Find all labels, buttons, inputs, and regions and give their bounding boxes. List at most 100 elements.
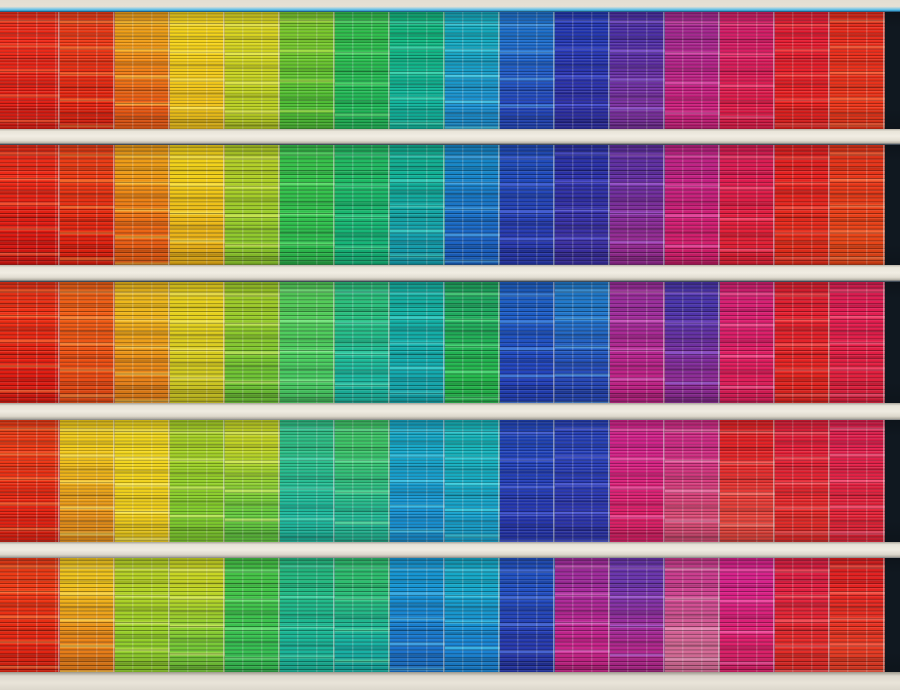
panel-3-07[interactable] [335,282,390,403]
panel-4-15[interactable] [775,420,830,542]
panel-4-11[interactable] [555,420,610,542]
panel-3-06[interactable] [280,282,335,403]
panel-3-03[interactable] [115,282,170,403]
panel-1-12[interactable] [610,12,665,129]
venetian-slat-texture [280,282,335,403]
panel-3-08[interactable] [390,282,445,403]
panel-5-11[interactable] [555,558,610,672]
panel-3-02[interactable] [60,282,115,403]
panel-3-04[interactable] [170,282,225,403]
panel-1-09[interactable] [445,12,500,129]
glass-mullion-lines [335,282,390,403]
panel-1-04[interactable] [170,12,225,129]
panel-1-08[interactable] [390,12,445,129]
panel-1-15[interactable] [775,12,830,129]
panel-2-01[interactable] [0,145,60,265]
panel-3-11[interactable] [555,282,610,403]
panel-3-09[interactable] [445,282,500,403]
panel-3-10[interactable] [500,282,555,403]
panel-5-02[interactable] [60,558,115,672]
panel-1-05[interactable] [225,12,280,129]
panel-2-03[interactable] [115,145,170,265]
panel-3-14[interactable] [720,282,775,403]
panel-1-14[interactable] [720,12,775,129]
panel-2-09[interactable] [445,145,500,265]
reflection-streaks [500,12,555,129]
panel-1-07[interactable] [335,12,390,129]
panel-2-14[interactable] [720,145,775,265]
panel-1-03[interactable] [115,12,170,129]
venetian-slat-texture [225,12,280,129]
band-5 [0,558,900,672]
panel-2-15[interactable] [775,145,830,265]
panel-frame-edge [663,558,665,672]
panel-2-11[interactable] [555,145,610,265]
glass-mullion-lines [775,420,830,542]
panel-2-13[interactable] [665,145,720,265]
panel-2-05[interactable] [225,145,280,265]
panel-5-01[interactable] [0,558,60,672]
panel-1-06[interactable] [280,12,335,129]
panel-5-06[interactable] [280,558,335,672]
panel-4-12[interactable] [610,420,665,542]
panel-3-12[interactable] [610,282,665,403]
panel-frame-edge [718,420,720,542]
panel-5-14[interactable] [720,558,775,672]
panel-1-01[interactable] [0,12,60,129]
panel-3-15[interactable] [775,282,830,403]
panel-2-02[interactable] [60,145,115,265]
panel-1-02[interactable] [60,12,115,129]
reflection-streaks [170,282,225,403]
panel-4-05[interactable] [225,420,280,542]
panel-5-07[interactable] [335,558,390,672]
panel-5-09[interactable] [445,558,500,672]
panel-2-04[interactable] [170,145,225,265]
panel-1-10[interactable] [500,12,555,129]
panel-5-08[interactable] [390,558,445,672]
panel-4-10[interactable] [500,420,555,542]
panel-frame-edge [58,282,60,403]
panel-1-13[interactable] [665,12,720,129]
glass-mullion-lines [830,420,885,542]
panel-2-12[interactable] [610,145,665,265]
reflection-streaks [445,558,500,672]
panel-3-16[interactable] [830,282,885,403]
glass-mullion-lines [665,420,720,542]
panel-4-03[interactable] [115,420,170,542]
panel-4-07[interactable] [335,420,390,542]
panel-4-02[interactable] [60,420,115,542]
slab-4 [0,542,900,558]
panel-4-08[interactable] [390,420,445,542]
panel-3-13[interactable] [665,282,720,403]
panel-4-06[interactable] [280,420,335,542]
panel-5-13[interactable] [665,558,720,672]
panel-5-12[interactable] [610,558,665,672]
panel-3-01[interactable] [0,282,60,403]
panel-2-06[interactable] [280,145,335,265]
reflection-streaks [225,282,280,403]
panel-4-16[interactable] [830,420,885,542]
panel-1-16[interactable] [830,12,885,129]
panel-4-13[interactable] [665,420,720,542]
panel-4-01[interactable] [0,420,60,542]
panel-5-15[interactable] [775,558,830,672]
panel-1-11[interactable] [555,12,610,129]
panel-4-14[interactable] [720,420,775,542]
panel-frame-edge [223,12,225,129]
panel-5-04[interactable] [170,558,225,672]
panel-5-16[interactable] [830,558,885,672]
panel-2-08[interactable] [390,145,445,265]
panel-5-05[interactable] [225,558,280,672]
panel-5-03[interactable] [115,558,170,672]
panel-4-04[interactable] [170,420,225,542]
venetian-slat-texture [280,12,335,129]
venetian-slat-texture [60,12,115,129]
venetian-slat-texture [500,558,555,672]
panel-2-16[interactable] [830,145,885,265]
panel-2-10[interactable] [500,145,555,265]
panel-3-05[interactable] [225,282,280,403]
panel-4-09[interactable] [445,420,500,542]
glass-mullion-lines [280,282,335,403]
panel-2-07[interactable] [335,145,390,265]
panel-5-10[interactable] [500,558,555,672]
